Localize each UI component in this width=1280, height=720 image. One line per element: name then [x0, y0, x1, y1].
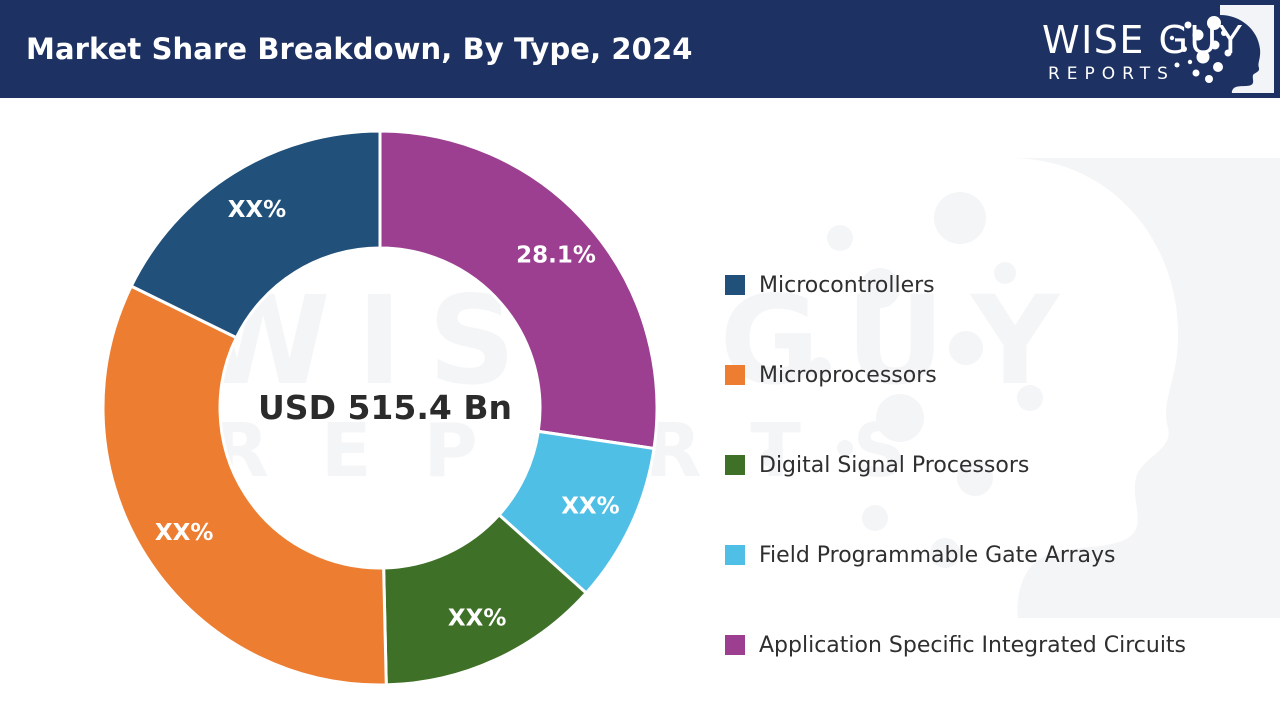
logo-svg: WISE GUY REPORTS — [1042, 5, 1274, 93]
legend-item-label: Digital Signal Processors — [759, 452, 1030, 478]
legend-item-field-programmable-gate-arrays[interactable]: Field Programmable Gate Arrays — [725, 510, 1270, 600]
donut-slices — [101, 129, 659, 687]
svg-text:WISE GUY: WISE GUY — [1042, 18, 1243, 62]
legend-swatch-icon — [725, 545, 745, 565]
donut-center-value: USD 515.4 Bn — [258, 388, 512, 427]
legend-swatch-icon — [725, 455, 745, 475]
legend-item-label: Application Specific Integrated Circuits — [759, 632, 1187, 658]
donut-slice[interactable] — [378, 129, 659, 451]
legend-swatch-icon — [725, 365, 745, 385]
legend-item-label: Field Programmable Gate Arrays — [759, 542, 1116, 568]
legend-swatch-icon — [725, 275, 745, 295]
svg-text:REPORTS: REPORTS — [1048, 64, 1175, 84]
legend-item-label: Microprocessors — [759, 362, 937, 388]
donut-slice-label: XX% — [155, 520, 214, 546]
donut-slice[interactable] — [129, 129, 382, 340]
page-title: Market Share Breakdown, By Type, 2024 — [26, 32, 693, 66]
donut-slice-labels: 28.1% XX% XX% XX% XX% — [155, 197, 620, 632]
donut-slice-label: 28.1% — [516, 243, 596, 269]
chart-legend: Microcontrollers Microprocessors Digital… — [725, 240, 1270, 690]
donut-svg: 28.1% XX% XX% XX% XX% — [101, 129, 659, 687]
legend-swatch-icon — [725, 635, 745, 655]
legend-item-digital-signal-processors[interactable]: Digital Signal Processors — [725, 420, 1270, 510]
donut-chart: 28.1% XX% XX% XX% XX% USD 515.4 Bn — [95, 120, 675, 700]
donut-slice-label: XX% — [228, 197, 287, 223]
legend-item-microcontrollers[interactable]: Microcontrollers — [725, 240, 1270, 330]
legend-item-application-specific-integrated-circuits[interactable]: Application Specific Integrated Circuits — [725, 600, 1270, 690]
legend-item-microprocessors[interactable]: Microprocessors — [725, 330, 1270, 420]
donut-slice-label: XX% — [448, 606, 507, 632]
wise-guy-reports-logo: WISE GUY REPORTS — [1038, 5, 1274, 93]
legend-item-label: Microcontrollers — [759, 272, 935, 298]
header-bar: Market Share Breakdown, By Type, 2024 — [0, 0, 1280, 98]
donut-slice[interactable] — [101, 284, 388, 687]
donut-slice-label: XX% — [561, 493, 620, 519]
